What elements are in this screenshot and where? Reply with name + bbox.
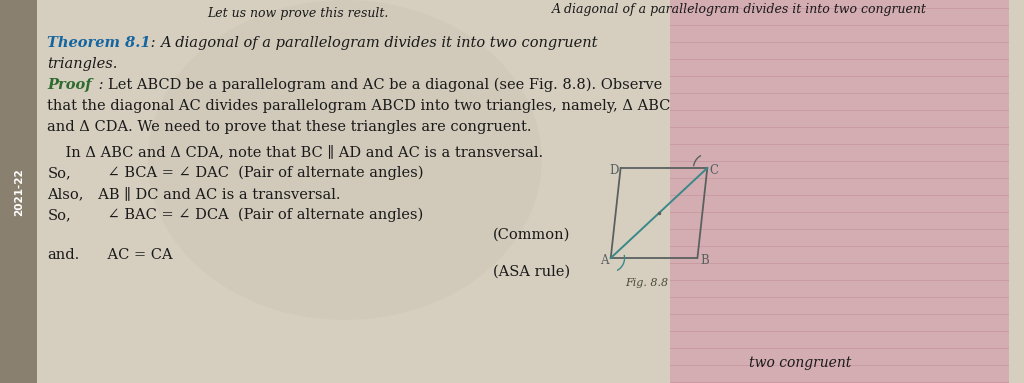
Text: (ASA rule): (ASA rule) bbox=[493, 265, 569, 279]
Text: B: B bbox=[700, 254, 709, 267]
Text: :: : bbox=[145, 36, 160, 50]
Text: A diagonal of a parallelogram divides it into two congruent: A diagonal of a parallelogram divides it… bbox=[161, 36, 598, 50]
Text: Let ABCD be a parallelogram and AC be a diagonal (see Fig. 8.8). Observe: Let ABCD be a parallelogram and AC be a … bbox=[109, 78, 663, 92]
Bar bbox=[670, 0, 1009, 383]
Text: Also,: Also, bbox=[47, 187, 84, 201]
Text: Proof: Proof bbox=[47, 78, 92, 92]
Text: AB ∥ DC and AC is a transversal.: AB ∥ DC and AC is a transversal. bbox=[89, 187, 340, 201]
Text: C: C bbox=[710, 164, 719, 177]
Text: ∠ BCA = ∠ DAC  (Pair of alternate angles): ∠ BCA = ∠ DAC (Pair of alternate angles) bbox=[89, 166, 423, 180]
Text: and.: and. bbox=[47, 248, 80, 262]
Text: D: D bbox=[609, 164, 618, 177]
Text: A diagonal of a parallelogram divides it into two congruent: A diagonal of a parallelogram divides it… bbox=[552, 3, 927, 16]
Text: ∠ BAC = ∠ DCA  (Pair of alternate angles): ∠ BAC = ∠ DCA (Pair of alternate angles) bbox=[89, 208, 423, 223]
Text: Let us now prove this result.: Let us now prove this result. bbox=[207, 7, 388, 20]
Text: :: : bbox=[93, 78, 108, 92]
Text: Theorem 8.1: Theorem 8.1 bbox=[47, 36, 151, 50]
Text: and Δ CDA. We need to prove that these triangles are congruent.: and Δ CDA. We need to prove that these t… bbox=[47, 120, 531, 134]
Bar bbox=[0, 0, 38, 383]
Text: Fig. 8.8: Fig. 8.8 bbox=[626, 278, 669, 288]
Text: triangles.: triangles. bbox=[47, 57, 118, 71]
Text: So,: So, bbox=[47, 166, 71, 180]
Text: that the diagonal AC divides parallelogram ABCD into two triangles, namely, Δ AB: that the diagonal AC divides parallelogr… bbox=[47, 99, 671, 113]
Text: (Common): (Common) bbox=[493, 228, 570, 242]
Text: In Δ ABC and Δ CDA, note that BC ∥ AD and AC is a transversal.: In Δ ABC and Δ CDA, note that BC ∥ AD an… bbox=[47, 145, 544, 159]
Ellipse shape bbox=[147, 0, 542, 320]
Text: So,: So, bbox=[47, 208, 71, 222]
Text: 2021-22: 2021-22 bbox=[13, 168, 24, 216]
Text: two congruent: two congruent bbox=[749, 356, 851, 370]
Text: A: A bbox=[600, 254, 608, 267]
Text: AC = CA: AC = CA bbox=[89, 248, 172, 262]
